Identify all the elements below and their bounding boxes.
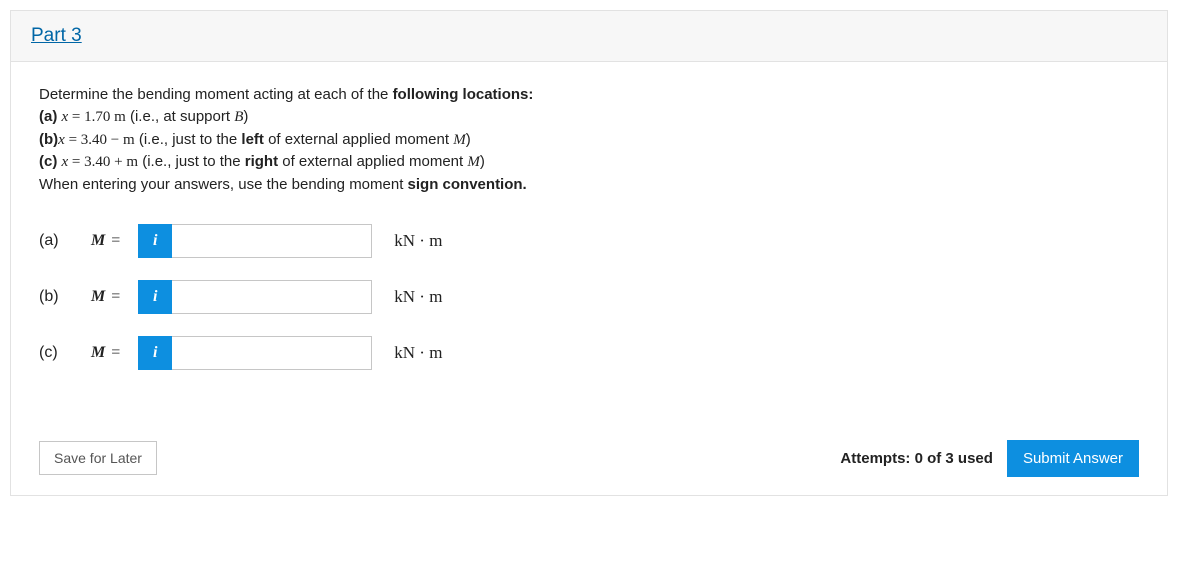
prompt-b-desc-var: M xyxy=(453,132,466,148)
answer-a-input[interactable] xyxy=(172,224,372,258)
answer-c-label: (c) xyxy=(39,344,91,362)
prompt-c-val: 3.40 + xyxy=(84,154,126,170)
answer-a-label: (a) xyxy=(39,232,91,250)
answer-a-unit: kN · m xyxy=(394,231,442,251)
prompt-c-unit: m xyxy=(126,154,138,170)
prompt-intro-pre: Determine the bending moment acting at e… xyxy=(39,86,393,103)
answer-b-var: M xyxy=(91,288,105,306)
save-for-later-button[interactable]: Save for Later xyxy=(39,441,157,475)
prompt-b-val: 3.40 − xyxy=(81,132,123,148)
answer-b-input[interactable] xyxy=(172,280,372,314)
card-body: Determine the bending moment acting at e… xyxy=(11,62,1167,495)
answer-c-unit: kN · m xyxy=(394,343,442,363)
prompt-a-eq: = xyxy=(68,109,84,125)
card-header: Part 3 xyxy=(11,11,1167,62)
answer-a-input-group: i xyxy=(138,224,372,258)
answer-c-equals: = xyxy=(111,344,120,362)
prompt-note-pre: When entering your answers, use the bend… xyxy=(39,176,408,193)
prompt-c-desc-mid: of external applied moment xyxy=(278,153,467,170)
part-title-link[interactable]: Part 3 xyxy=(31,25,82,46)
answer-b-label: (b) xyxy=(39,288,91,306)
prompt-b-eq: = xyxy=(65,132,81,148)
prompt-b-desc-bold: left xyxy=(241,131,264,148)
prompt-a-close: ) xyxy=(243,108,248,125)
prompt-a-label: (a) xyxy=(39,108,62,125)
prompt-note: When entering your answers, use the bend… xyxy=(39,174,1139,196)
info-icon[interactable]: i xyxy=(138,336,172,370)
prompt-intro: Determine the bending moment acting at e… xyxy=(39,84,1139,106)
question-card: Part 3 Determine the bending moment acti… xyxy=(10,10,1168,496)
prompt-a-sup: B xyxy=(234,109,243,125)
prompt-b-label: (b) xyxy=(39,131,58,148)
answer-a-var: M xyxy=(91,232,105,250)
answer-b-unit: kN · m xyxy=(394,287,442,307)
prompt-c-desc-var: M xyxy=(467,154,480,170)
answer-row-c: (c) M = i kN · m xyxy=(39,336,1139,370)
prompt-c-desc-bold: right xyxy=(245,153,278,170)
prompt-c-label: (c) xyxy=(39,153,62,170)
prompt-c-eq: = xyxy=(68,154,84,170)
prompt-c-desc-close: ) xyxy=(480,153,485,170)
answer-c-var: M xyxy=(91,344,105,362)
prompt-b-unit: m xyxy=(123,132,135,148)
answer-b-equals: = xyxy=(111,288,120,306)
attempts-label: Attempts: 0 of 3 used xyxy=(840,450,993,467)
prompt-line-b: (b)x = 3.40 − m (i.e., just to the left … xyxy=(39,129,1139,152)
prompt-b-desc-close: ) xyxy=(466,131,471,148)
answer-c-input-group: i xyxy=(138,336,372,370)
prompt-note-bold: sign convention. xyxy=(408,176,527,193)
answer-b-input-group: i xyxy=(138,280,372,314)
answer-a-equals: = xyxy=(111,232,120,250)
info-icon[interactable]: i xyxy=(138,280,172,314)
prompt-c-desc-pre: (i.e., just to the xyxy=(138,153,245,170)
prompt-line-c: (c) x = 3.40 + m (i.e., just to the righ… xyxy=(39,151,1139,174)
footer-row: Save for Later Attempts: 0 of 3 used Sub… xyxy=(39,440,1139,477)
answer-row-b: (b) M = i kN · m xyxy=(39,280,1139,314)
submit-answer-button[interactable]: Submit Answer xyxy=(1007,440,1139,477)
prompt-intro-bold: following locations: xyxy=(393,86,534,103)
prompt-b-var: x xyxy=(58,132,65,148)
info-icon[interactable]: i xyxy=(138,224,172,258)
answer-c-input[interactable] xyxy=(172,336,372,370)
answer-row-a: (a) M = i kN · m xyxy=(39,224,1139,258)
prompt-block: Determine the bending moment acting at e… xyxy=(39,84,1139,196)
prompt-line-a: (a) x = 1.70 m (i.e., at support B) xyxy=(39,106,1139,129)
prompt-b-desc-pre: (i.e., just to the xyxy=(135,131,242,148)
prompt-b-desc-mid: of external applied moment xyxy=(264,131,453,148)
prompt-a-desc: (i.e., at support xyxy=(126,108,234,125)
prompt-a-val: 1.70 m xyxy=(84,109,126,125)
